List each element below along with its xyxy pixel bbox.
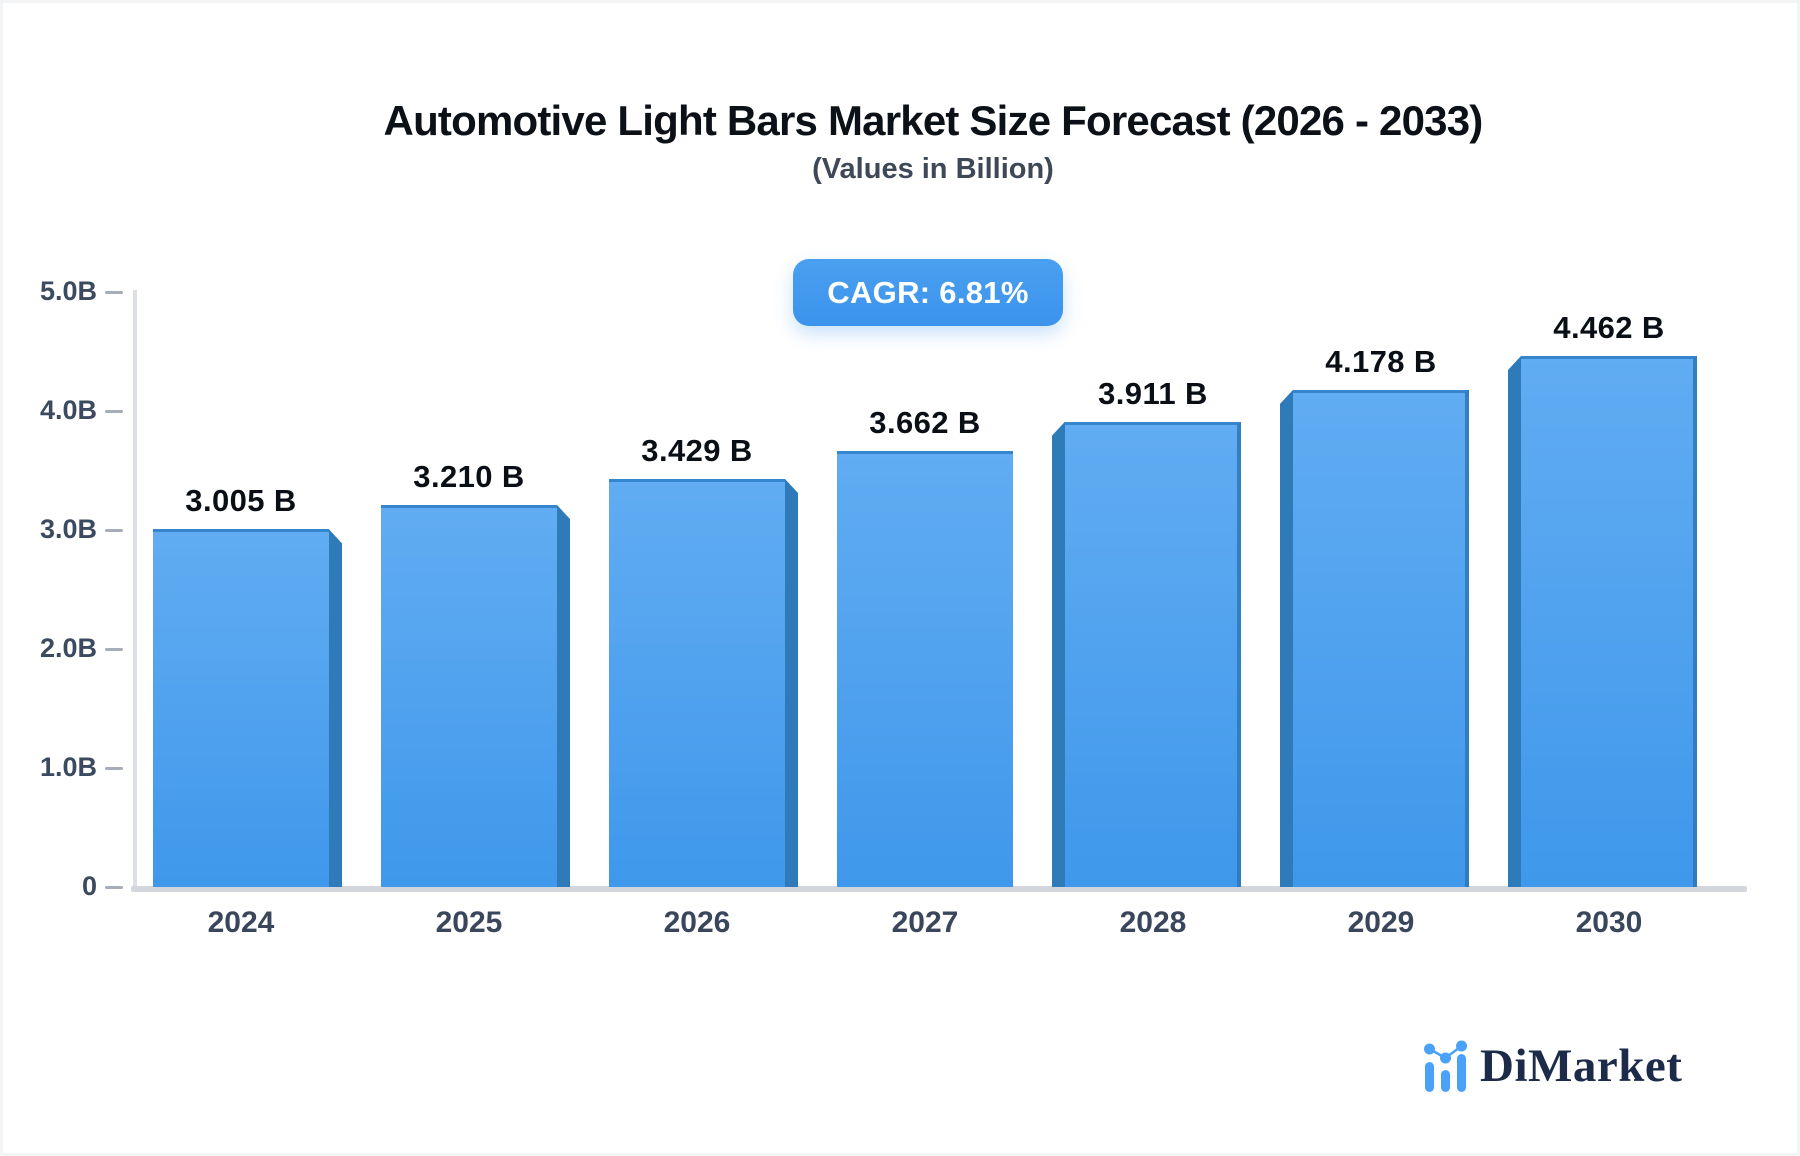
- bar-value-label: 4.178 B: [1325, 343, 1437, 379]
- brand-logo: DiMarket: [1423, 1039, 1682, 1093]
- y-tick-label: 3.0B: [39, 514, 97, 544]
- y-tick-dash: [105, 529, 123, 532]
- bar-side-panel: [557, 505, 570, 887]
- cagr-badge: CAGR: 6.81%: [793, 259, 1063, 326]
- bar-value-label: 3.662 B: [869, 405, 981, 441]
- bar-value-label: 4.462 B: [1553, 310, 1665, 346]
- y-tick-label: 2.0B: [39, 633, 97, 663]
- y-tick-label: 4.0B: [39, 395, 97, 425]
- chart-subtitle: (Values in Billion): [812, 153, 1054, 185]
- x-tick-label: 2025: [435, 906, 503, 939]
- bar-value-label: 3.005 B: [185, 483, 297, 519]
- bar: [609, 478, 785, 887]
- bar-value-label: 3.210 B: [413, 459, 525, 494]
- bar-value-label: 3.911 B: [1098, 375, 1208, 411]
- y-tick-label: 5.0B: [39, 276, 97, 306]
- bar: [381, 505, 557, 887]
- y-tick-dash: [105, 886, 123, 889]
- y-tick-dash: [105, 767, 123, 770]
- x-tick-label: 2028: [1119, 906, 1187, 939]
- x-axis-baseline: [131, 886, 1747, 892]
- bar-side-panel: [1508, 356, 1521, 887]
- x-tick-label: 2024: [207, 906, 275, 939]
- y-tick-dash: [105, 648, 123, 651]
- brand-name: DiMarket: [1480, 1040, 1683, 1092]
- x-tick-label: 2027: [891, 906, 959, 939]
- y-tick-label: 1.0B: [39, 752, 97, 782]
- x-tick-label: 2029: [1347, 906, 1415, 939]
- bar: [1065, 421, 1241, 887]
- y-axis-line: [133, 290, 137, 889]
- bar-side-panel: [785, 478, 798, 887]
- y-tick-dash: [105, 291, 123, 294]
- bar-chart-logo-icon: [1424, 1040, 1467, 1092]
- y-tick-label: 0: [81, 871, 97, 901]
- y-tick-dash: [105, 410, 123, 413]
- bar: [837, 451, 1013, 887]
- bar-side-panel: [1052, 421, 1065, 887]
- x-tick-label: 2030: [1575, 906, 1643, 939]
- bar: [153, 529, 329, 887]
- bar-side-panel: [329, 529, 342, 887]
- x-tick-label: 2026: [663, 906, 731, 939]
- bar: [1293, 389, 1469, 887]
- bar-value-label: 3.429 B: [641, 432, 753, 468]
- bar-side-panel: [1280, 389, 1293, 887]
- chart-title: Automotive Light Bars Market Size Foreca…: [383, 97, 1484, 144]
- bar: [1521, 356, 1697, 887]
